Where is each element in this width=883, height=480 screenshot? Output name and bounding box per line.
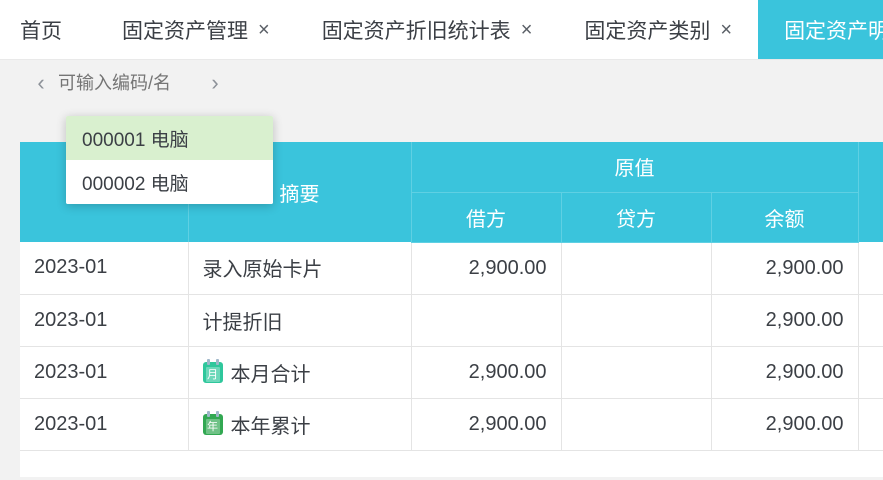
tab-fixed-asset-category[interactable]: 固定资产类别 × <box>558 0 758 59</box>
tab-label: 首页 <box>20 19 62 43</box>
cell-extra <box>858 398 883 451</box>
cell-credit <box>561 294 712 347</box>
cell-balance: 2,900.00 <box>711 242 859 295</box>
cell-balance: 2,900.00 <box>711 294 859 347</box>
cell-debit: 2,900.00 <box>411 346 562 399</box>
cell-extra <box>858 294 883 347</box>
suggestion-label: 000001 电脑 <box>82 129 189 151</box>
table-header-sub-row: 借方 贷方 余额 <box>20 192 883 243</box>
th-group-original-value[interactable]: 原值 <box>411 142 859 193</box>
summary-label: 本月合计 <box>230 363 311 386</box>
cell-extra <box>858 242 883 295</box>
year-total-icon: 年 <box>202 410 223 435</box>
close-icon[interactable]: × <box>520 18 533 41</box>
table-footer-spacer <box>20 450 883 477</box>
list-item[interactable]: 000001 电脑 <box>66 116 273 160</box>
table-row[interactable]: 2023-01 录入原始卡片 2,900.00 2,900.00 <box>20 242 883 295</box>
tab-fixed-asset-ledger[interactable]: 固定资产明 <box>758 0 883 59</box>
list-item[interactable]: 000002 电脑 <box>66 160 273 204</box>
table-row[interactable]: 2023-01 年 本年累计 2,900.00 2,900.00 <box>20 398 883 451</box>
cell-debit: 2,900.00 <box>411 242 562 295</box>
cell-date: 2023-01 <box>20 346 189 399</box>
next-asset-icon[interactable]: › <box>211 70 219 95</box>
tab-depreciation-statistics[interactable]: 固定资产折旧统计表 × <box>296 0 559 59</box>
th-debit[interactable]: 借方 <box>411 192 562 243</box>
tab-bar: 首页 固定资产管理 × 固定资产折旧统计表 × 固定资产类别 × 固定资产明 <box>0 0 883 60</box>
cell-summary: 录入原始卡片 <box>188 242 412 295</box>
cell-extra <box>858 346 883 399</box>
cell-credit <box>561 346 712 399</box>
cell-debit: 2,900.00 <box>411 398 562 451</box>
tab-label: 固定资产管理 <box>122 19 248 43</box>
th-extra[interactable] <box>858 142 883 242</box>
asset-pager-toolbar: ‹ › <box>0 60 883 106</box>
cell-date: 2023-01 <box>20 398 189 451</box>
cell-summary: 月 本月合计 <box>188 346 412 399</box>
close-icon[interactable]: × <box>258 18 270 41</box>
cell-balance: 2,900.00 <box>711 346 859 399</box>
table-body: 2023-01 录入原始卡片 2,900.00 2,900.00 2023-01… <box>20 242 883 451</box>
cell-credit <box>561 398 712 451</box>
summary-label: 本年累计 <box>230 415 311 438</box>
table-row[interactable]: 2023-01 月 本月合计 2,900.00 2,900.00 <box>20 346 883 399</box>
cell-credit <box>561 242 712 295</box>
cell-summary: 计提折旧 <box>188 294 412 347</box>
close-icon[interactable]: × <box>720 18 733 41</box>
tab-label: 固定资产折旧统计表 <box>321 19 511 43</box>
tab-label: 固定资产明 <box>784 19 883 43</box>
asset-suggestion-dropdown: 000001 电脑 000002 电脑 <box>66 116 273 204</box>
summary-label: 录入原始卡片 <box>202 259 323 282</box>
search-input[interactable] <box>58 68 198 98</box>
month-total-icon: 月 <box>202 358 223 383</box>
cell-debit <box>411 294 562 347</box>
prev-asset-icon[interactable]: ‹ <box>37 70 45 95</box>
cell-summary: 年 本年累计 <box>188 398 412 451</box>
tab-label: 固定资产类别 <box>584 19 711 43</box>
tab-fixed-asset-management[interactable]: 固定资产管理 × <box>96 0 296 59</box>
cell-date: 2023-01 <box>20 242 189 295</box>
tab-home[interactable]: 首页 <box>0 0 96 59</box>
ledger-table: 摘要 原值 借方 贷方 余额 2023-01 录入原始卡片 2,900.00 <box>20 142 883 451</box>
cell-date: 2023-01 <box>20 294 189 347</box>
suggestion-label: 000002 电脑 <box>82 173 189 195</box>
th-credit[interactable]: 贷方 <box>561 192 712 243</box>
summary-label: 计提折旧 <box>202 311 283 334</box>
table-row[interactable]: 2023-01 计提折旧 2,900.00 <box>20 294 883 347</box>
ledger-table-container: 摘要 原值 借方 贷方 余额 2023-01 录入原始卡片 2,900.00 <box>20 142 883 477</box>
cell-balance: 2,900.00 <box>711 398 859 451</box>
th-balance[interactable]: 余额 <box>711 192 859 243</box>
